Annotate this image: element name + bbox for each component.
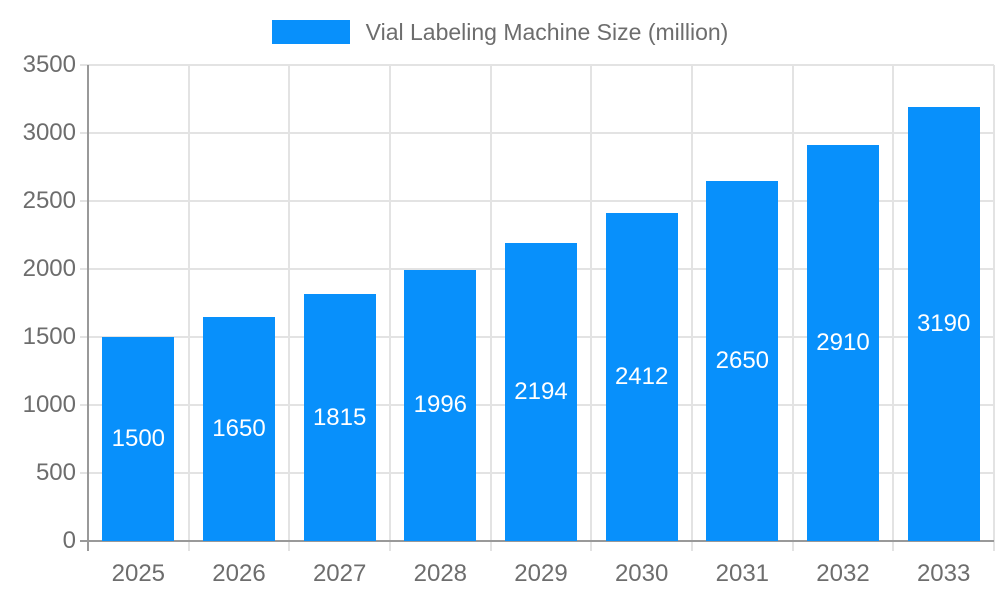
y-axis-tick-label: 1500: [22, 323, 76, 350]
x-axis-tick-label: 2031: [715, 560, 770, 587]
grid-line-horizontal: [80, 132, 994, 134]
grid-line-vertical: [993, 65, 995, 551]
grid-line-horizontal: [80, 64, 994, 66]
bar[interactable]: 2412: [605, 212, 678, 541]
bar-value-label: 1815: [312, 403, 367, 431]
grid-line-vertical: [187, 65, 190, 551]
bar[interactable]: 1996: [404, 269, 477, 541]
y-axis-tick-label: 2500: [22, 187, 76, 214]
grid-line-vertical: [288, 65, 291, 551]
bar-value-label: 2650: [715, 346, 770, 374]
grid-line-vertical: [389, 65, 391, 551]
grid-line-vertical: [590, 65, 593, 551]
y-axis-tick-label: 0: [62, 527, 76, 554]
x-axis-tick-label: 2033: [916, 560, 971, 587]
y-axis-tick-label: 2000: [22, 255, 76, 282]
legend-label: Vial Labeling Machine Size (million): [365, 19, 729, 45]
bar-value-label: 2910: [816, 329, 870, 357]
grid-line-vertical: [489, 65, 492, 551]
bar[interactable]: 1500: [102, 337, 175, 541]
legend-swatch-icon: [271, 20, 350, 44]
y-axis-tick-label: 3500: [22, 51, 76, 78]
x-axis-tick-label: 2025: [111, 560, 166, 587]
x-axis-tick-label: 2028: [413, 560, 468, 587]
x-axis-tick-label: 2030: [614, 560, 669, 587]
bar-value-label: 2194: [514, 377, 568, 405]
bar-value-label: 1996: [413, 391, 468, 419]
y-axis-tick-label: 3000: [22, 119, 76, 146]
y-axis-tick-label: 500: [35, 459, 76, 486]
x-axis-tick-label: 2027: [312, 560, 367, 587]
x-axis-tick-label: 2029: [514, 560, 568, 587]
bar[interactable]: 2910: [807, 145, 879, 541]
bar-value-label: 3190: [916, 310, 971, 338]
grid-line-vertical: [791, 65, 794, 551]
bar[interactable]: 2650: [706, 180, 779, 541]
bar[interactable]: 2194: [505, 242, 577, 541]
y-axis-line: [87, 65, 89, 551]
x-axis-tick-label: 2032: [816, 560, 870, 587]
bar-value-label: 1500: [111, 425, 166, 452]
x-axis-tick-label: 2026: [212, 560, 266, 587]
grid-line-vertical: [892, 65, 895, 551]
bar-value-label: 1650: [212, 414, 266, 442]
bar[interactable]: 3190: [907, 107, 980, 541]
legend-item[interactable]: Vial Labeling Machine Size (million): [0, 17, 1000, 47]
x-axis-line: [80, 540, 994, 542]
bar[interactable]: 1650: [203, 316, 275, 541]
y-axis-tick-label: 1000: [22, 391, 76, 418]
grid-line-vertical: [691, 65, 693, 551]
grid-line-horizontal: [80, 200, 994, 202]
bar[interactable]: 1815: [303, 294, 376, 541]
bar-value-label: 2412: [614, 362, 669, 390]
